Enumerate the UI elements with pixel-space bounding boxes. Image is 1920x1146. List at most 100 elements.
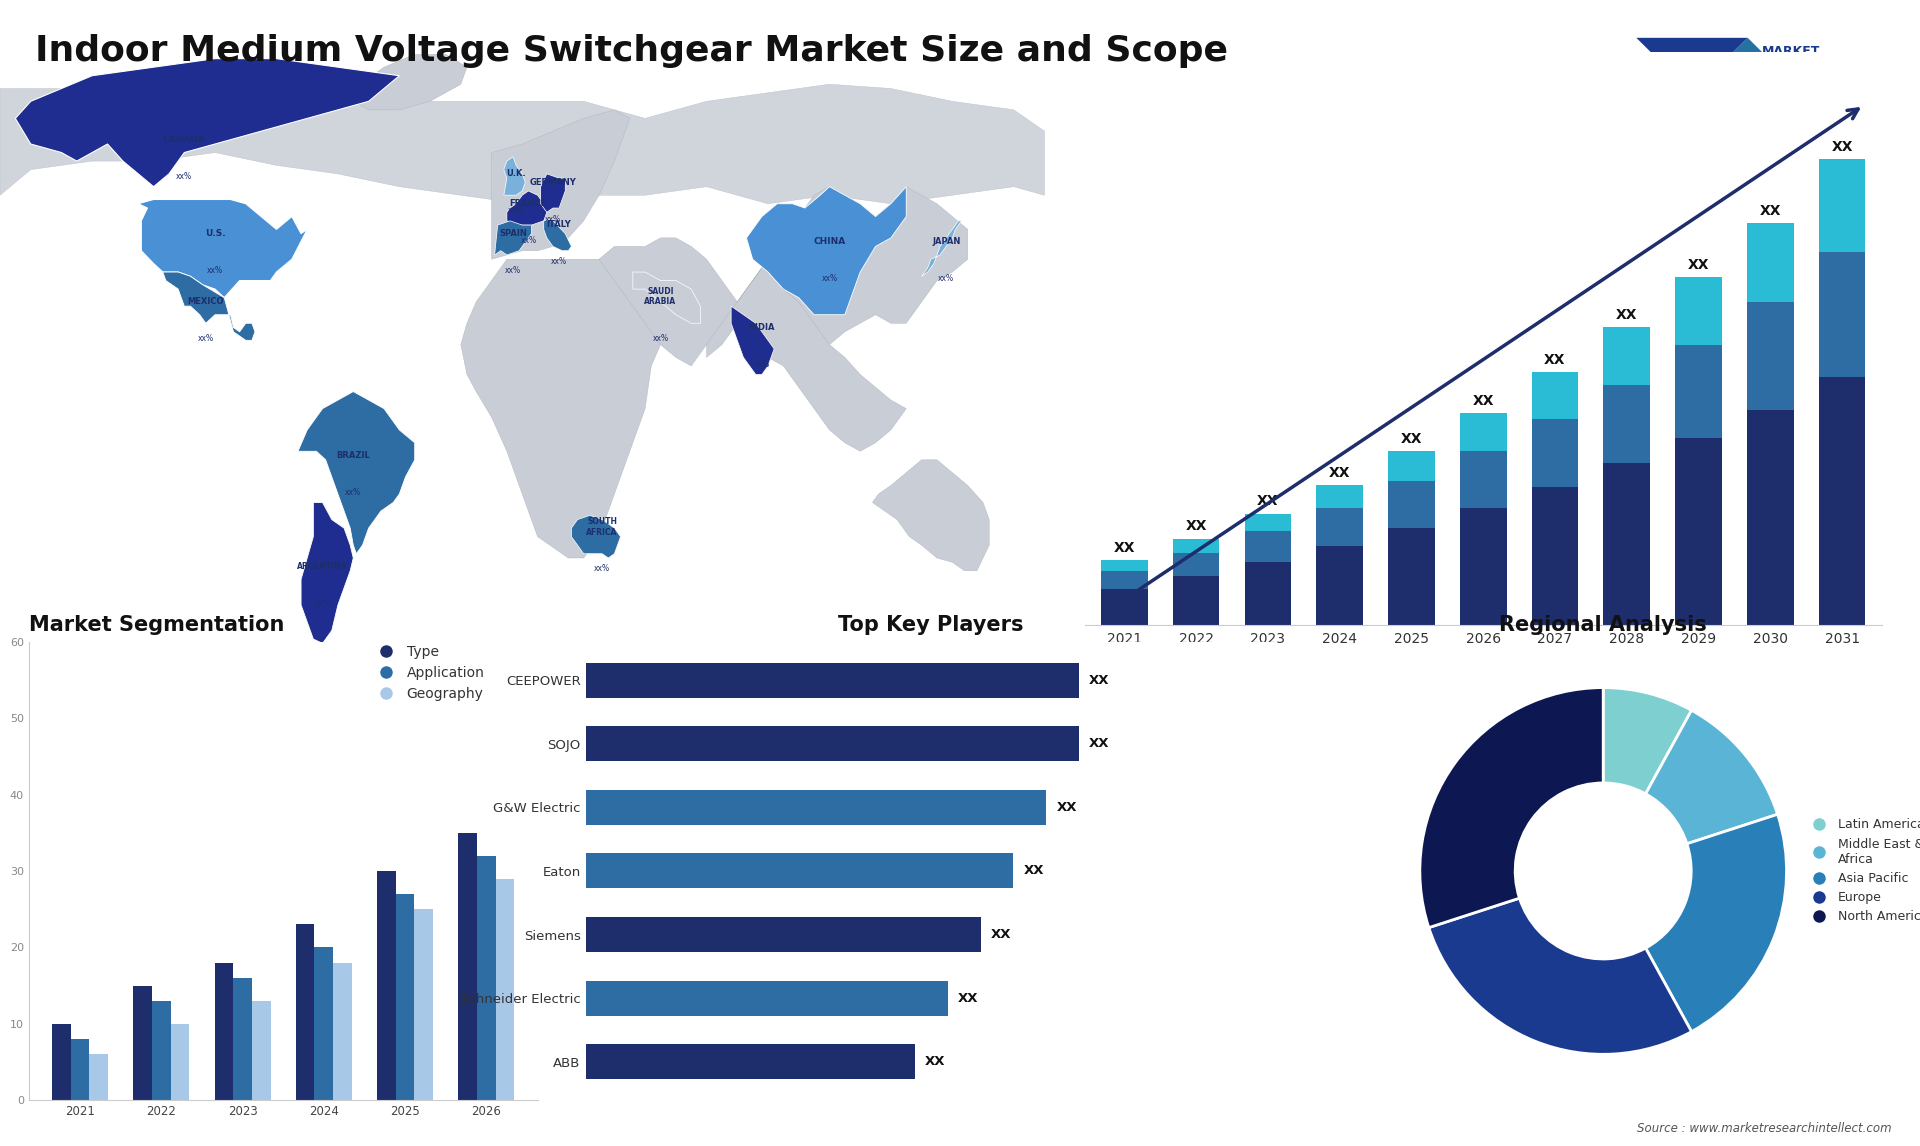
Text: XX: XX bbox=[1329, 465, 1350, 479]
Text: xx%: xx% bbox=[822, 274, 837, 283]
Text: XX: XX bbox=[925, 1055, 945, 1068]
Polygon shape bbox=[301, 502, 353, 643]
Polygon shape bbox=[507, 191, 547, 225]
Text: xx%: xx% bbox=[346, 488, 361, 496]
Polygon shape bbox=[495, 221, 532, 254]
Bar bbox=[1603, 328, 1649, 385]
Text: U.K.: U.K. bbox=[507, 170, 526, 178]
Bar bbox=[495, 879, 515, 1100]
Text: xx%: xx% bbox=[551, 257, 566, 266]
Text: Indoor Medium Voltage Switchgear Market Size and Scope: Indoor Medium Voltage Switchgear Market … bbox=[35, 34, 1227, 69]
Polygon shape bbox=[1636, 38, 1747, 93]
Bar bbox=[586, 981, 948, 1015]
Bar bbox=[476, 856, 495, 1100]
Bar bbox=[1603, 463, 1649, 625]
Bar bbox=[459, 833, 476, 1100]
Text: U.S.: U.S. bbox=[205, 229, 225, 238]
Bar bbox=[376, 871, 396, 1100]
Bar bbox=[215, 963, 232, 1100]
Text: xx%: xx% bbox=[315, 598, 330, 607]
Bar bbox=[252, 1000, 271, 1100]
Bar bbox=[1603, 385, 1649, 463]
Text: FRANCE: FRANCE bbox=[509, 199, 547, 209]
Bar bbox=[232, 978, 252, 1100]
Text: ARGENTINA: ARGENTINA bbox=[298, 562, 348, 571]
Bar bbox=[1317, 485, 1363, 508]
Polygon shape bbox=[138, 199, 307, 298]
Text: XX: XX bbox=[1056, 801, 1077, 814]
Wedge shape bbox=[1645, 711, 1778, 843]
Polygon shape bbox=[737, 187, 968, 345]
Bar bbox=[396, 894, 415, 1100]
Bar bbox=[1818, 377, 1866, 625]
Text: XX: XX bbox=[1544, 353, 1565, 367]
Bar bbox=[152, 1000, 171, 1100]
Text: BRAZIL: BRAZIL bbox=[336, 450, 371, 460]
Bar bbox=[1818, 252, 1866, 377]
Text: xx%: xx% bbox=[755, 360, 770, 369]
Bar bbox=[171, 1023, 190, 1100]
Bar bbox=[586, 662, 1079, 698]
Text: XX: XX bbox=[1832, 140, 1853, 154]
Bar bbox=[586, 917, 981, 952]
Text: XX: XX bbox=[1089, 674, 1110, 686]
Text: XX: XX bbox=[1759, 204, 1782, 218]
Bar bbox=[1244, 532, 1290, 562]
Bar bbox=[315, 948, 334, 1100]
Text: xx%: xx% bbox=[939, 274, 954, 283]
Polygon shape bbox=[572, 516, 620, 558]
Wedge shape bbox=[1428, 898, 1692, 1054]
Text: Market Segmentation: Market Segmentation bbox=[29, 614, 284, 635]
Polygon shape bbox=[707, 259, 906, 452]
Text: CHINA: CHINA bbox=[814, 237, 845, 246]
Text: SPAIN: SPAIN bbox=[499, 229, 526, 238]
Bar bbox=[1317, 545, 1363, 625]
Text: xx%: xx% bbox=[177, 172, 192, 181]
Bar bbox=[132, 986, 152, 1100]
Text: ITALY: ITALY bbox=[547, 220, 572, 229]
Text: XX: XX bbox=[1089, 737, 1110, 751]
Bar bbox=[586, 1044, 914, 1080]
Bar bbox=[1317, 508, 1363, 545]
Legend: Latin America, Middle East &
Africa, Asia Pacific, Europe, North America: Latin America, Middle East & Africa, Asi… bbox=[1803, 814, 1920, 928]
Polygon shape bbox=[599, 238, 737, 366]
Text: XX: XX bbox=[1258, 494, 1279, 508]
Bar bbox=[1747, 223, 1793, 303]
Bar bbox=[1459, 450, 1507, 508]
Bar bbox=[1676, 277, 1722, 345]
Polygon shape bbox=[163, 272, 255, 340]
Polygon shape bbox=[732, 306, 774, 375]
Polygon shape bbox=[872, 460, 989, 571]
Bar bbox=[1676, 438, 1722, 625]
Polygon shape bbox=[634, 272, 701, 323]
Text: XX: XX bbox=[991, 928, 1012, 941]
Wedge shape bbox=[1421, 688, 1603, 927]
Text: XX: XX bbox=[958, 991, 977, 1005]
Polygon shape bbox=[298, 392, 415, 554]
Bar bbox=[1747, 303, 1793, 409]
Text: Source : www.marketresearchintellect.com: Source : www.marketresearchintellect.com bbox=[1636, 1122, 1891, 1135]
Text: JAPAN: JAPAN bbox=[931, 237, 960, 246]
Bar bbox=[1244, 513, 1290, 532]
Text: xx%: xx% bbox=[207, 266, 223, 275]
Text: XX: XX bbox=[1402, 432, 1423, 446]
Text: GERMANY: GERMANY bbox=[530, 178, 576, 187]
Bar bbox=[1532, 418, 1578, 487]
Text: XX: XX bbox=[1473, 394, 1494, 408]
Polygon shape bbox=[353, 54, 467, 110]
Text: RESEARCH: RESEARCH bbox=[1763, 69, 1836, 81]
Text: xx%: xx% bbox=[545, 214, 561, 223]
Text: XX: XX bbox=[1185, 519, 1208, 533]
Text: xx%: xx% bbox=[198, 333, 213, 343]
Legend: Type, Application, Geography: Type, Application, Geography bbox=[367, 639, 490, 707]
Text: MARKET: MARKET bbox=[1763, 45, 1820, 58]
Bar bbox=[1532, 487, 1578, 625]
Wedge shape bbox=[1603, 688, 1692, 794]
Bar bbox=[1244, 562, 1290, 625]
Polygon shape bbox=[541, 174, 564, 212]
Polygon shape bbox=[461, 259, 660, 558]
Bar bbox=[71, 1039, 90, 1100]
Bar bbox=[1100, 560, 1148, 571]
Text: XX: XX bbox=[1023, 864, 1044, 878]
Bar bbox=[1100, 589, 1148, 625]
